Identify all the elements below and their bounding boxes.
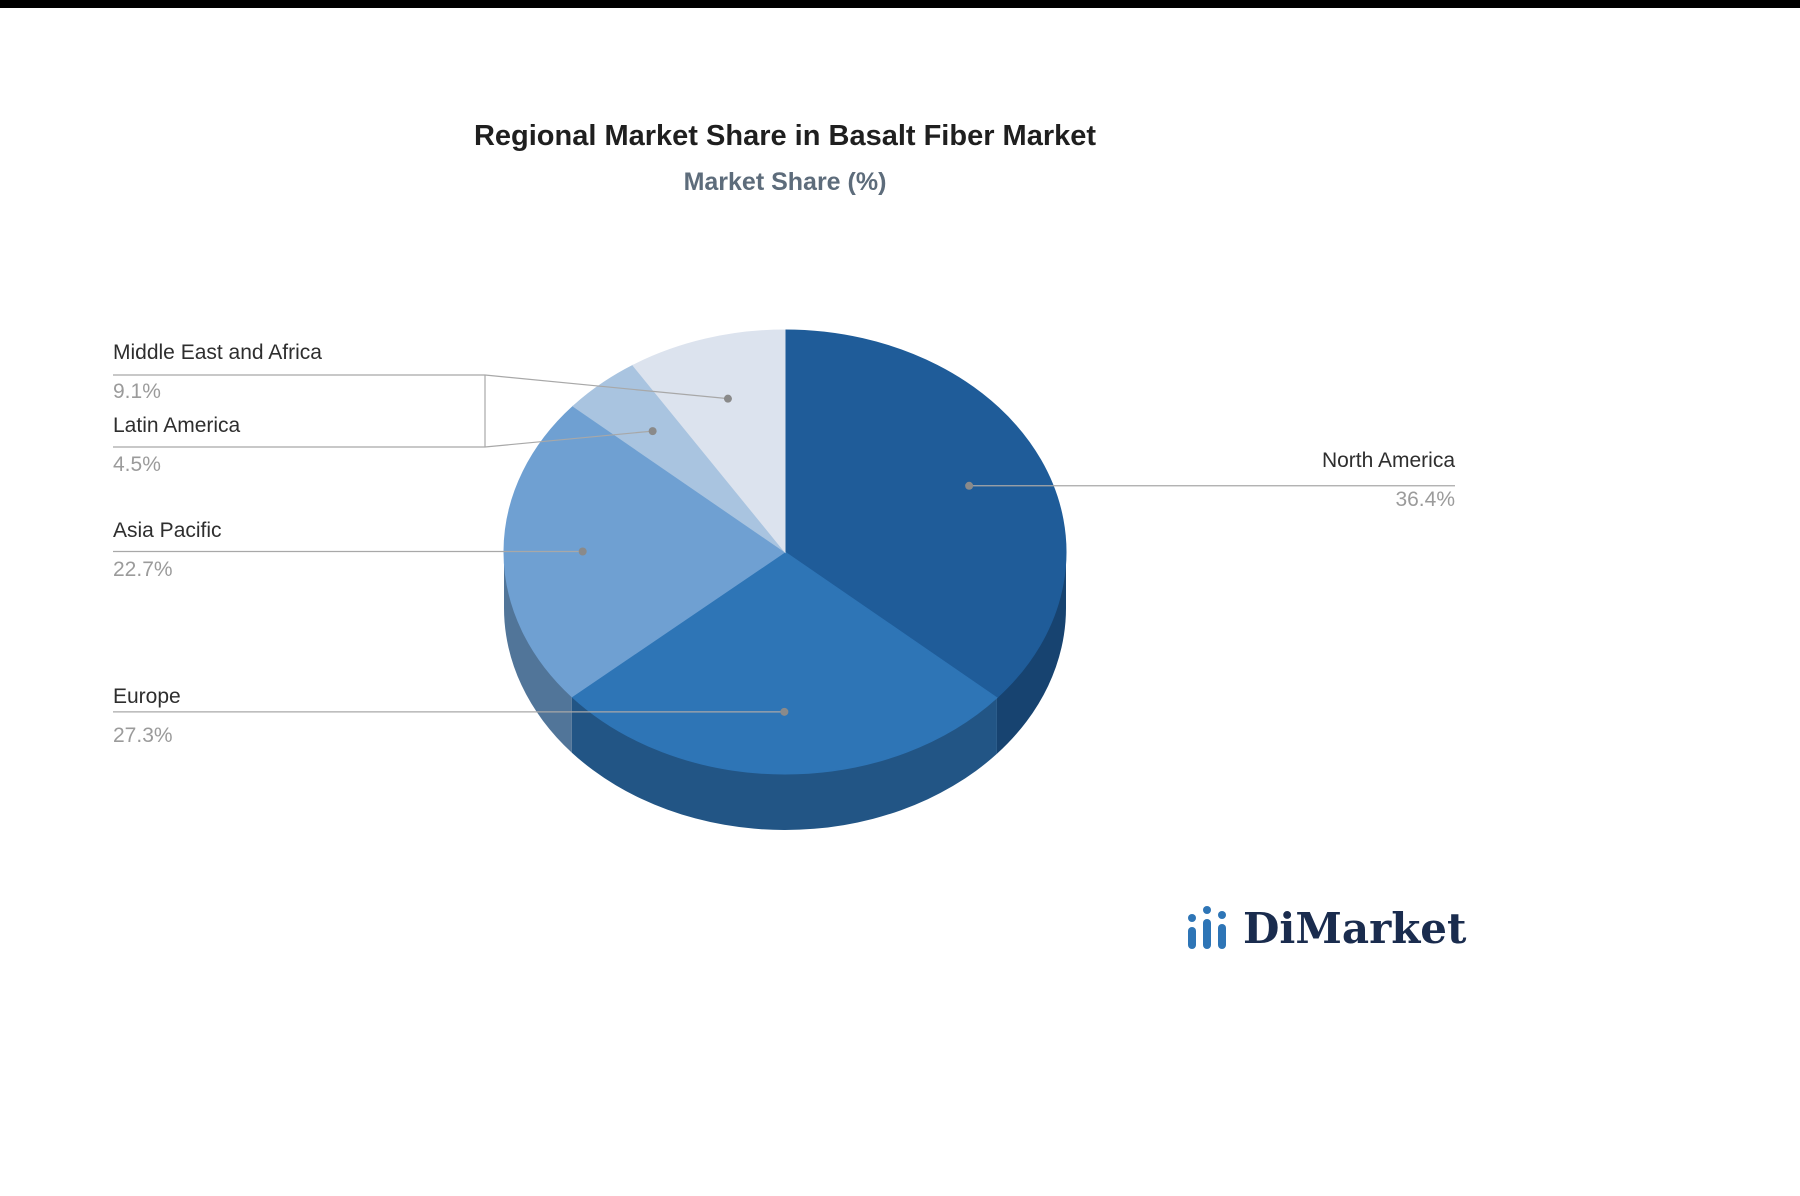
pie-slice-side	[504, 552, 572, 753]
pie-label-name: Europe	[113, 685, 181, 708]
pie-label-north-america: North America 36.4%	[1322, 448, 1455, 512]
chart-subtitle: Market Share (%)	[683, 168, 887, 196]
pie-slice[interactable]	[571, 551, 998, 775]
bar-chart-logo-icon	[1188, 906, 1226, 949]
pie-label-percent: 22.7%	[113, 558, 173, 581]
pie-label-asia-pacific: Asia Pacific 22.7%	[113, 518, 222, 582]
leader-dot	[723, 394, 732, 403]
pie-label-percent: 27.3%	[113, 724, 173, 747]
pie-label-europe: Europe 27.3%	[113, 684, 181, 748]
pie-label-name: Asia Pacific	[113, 519, 222, 542]
pie-slice-side	[996, 552, 1066, 754]
pie-label-name: Latin America	[113, 414, 241, 437]
pie-slice[interactable]	[784, 329, 1067, 699]
pie-slice[interactable]	[632, 329, 786, 554]
pie-label-percent: 36.4%	[1395, 488, 1455, 511]
pie-label-percent: 9.1%	[113, 380, 161, 403]
window-top-edge	[0, 0, 1800, 8]
brand-name: DiMarket	[1243, 904, 1467, 953]
pie-label-percent: 4.5%	[113, 453, 161, 476]
pie-label-middle-east-africa: Middle East and Africa 9.1%	[113, 340, 322, 404]
brand-logo: DiMarket	[1185, 905, 1466, 953]
pie-label-name: Middle East and Africa	[113, 341, 322, 364]
pie-slice-side	[571, 696, 997, 830]
leader-dot	[648, 427, 657, 436]
leader-dot	[780, 707, 789, 716]
leader-dot	[965, 481, 974, 490]
chart-title: Regional Market Share in Basalt Fiber Ma…	[473, 120, 1097, 152]
pie-label-latin-america: Latin America 4.5%	[113, 413, 240, 477]
leader-dot	[578, 547, 587, 556]
pie-label-name: North America	[1321, 449, 1455, 472]
